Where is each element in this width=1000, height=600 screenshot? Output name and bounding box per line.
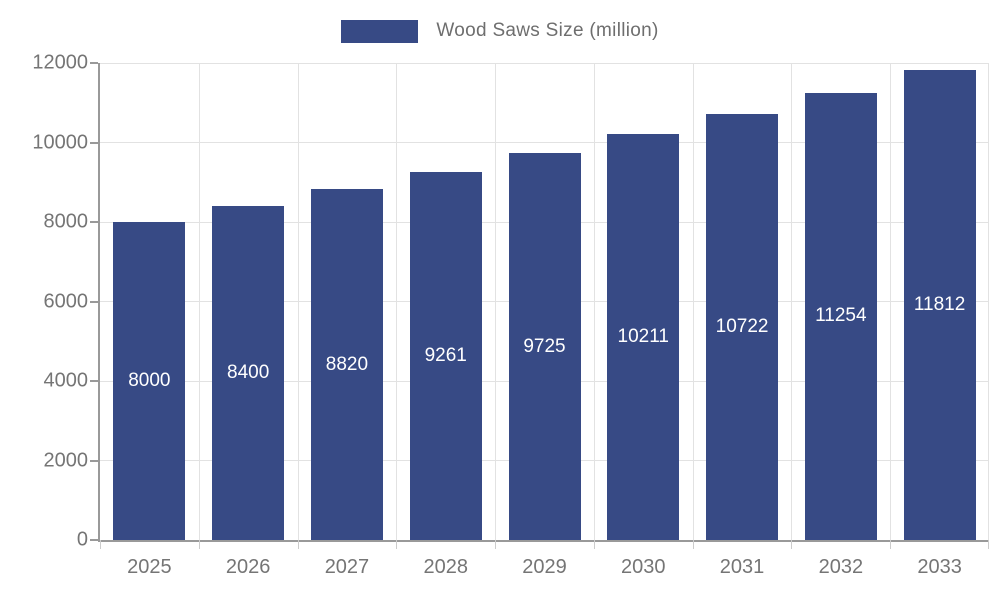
- y-tick-mark: [90, 539, 98, 541]
- v-gridline: [198, 63, 200, 540]
- x-tick-mark: [988, 540, 989, 549]
- bar: 10211: [607, 134, 680, 540]
- x-tick-mark: [100, 540, 101, 549]
- x-tick-mark: [890, 540, 892, 549]
- x-tick-label: 2025: [127, 556, 172, 578]
- bar-value-label: 8000: [128, 370, 171, 391]
- v-gridline: [593, 63, 595, 540]
- bar: 10722: [706, 113, 779, 540]
- x-tick-label: 2031: [719, 556, 765, 578]
- y-tick-label: 10000: [32, 131, 88, 153]
- x-tick-mark: [692, 540, 694, 549]
- bar: 8400: [212, 206, 285, 540]
- h-gridline: [100, 142, 989, 143]
- bar-value-label: 9725: [523, 335, 566, 357]
- v-gridline: [297, 63, 299, 540]
- bar: 11812: [903, 70, 976, 540]
- bar-value-label: 11812: [913, 294, 966, 316]
- y-tick-label: 4000: [43, 369, 89, 392]
- y-tick-mark: [90, 141, 98, 144]
- v-gridline: [692, 63, 694, 540]
- v-gridline: [791, 63, 793, 540]
- y-tick-label: 8000: [43, 210, 89, 233]
- bar-value-label: 8400: [227, 362, 270, 384]
- x-tick-label: 2032: [818, 556, 864, 578]
- y-tick-label: 2000: [43, 449, 89, 471]
- x-tick-label: 2026: [225, 556, 271, 578]
- y-tick-mark: [90, 62, 98, 64]
- y-tick-mark: [90, 300, 98, 303]
- bar-value-label: 8820: [325, 353, 369, 375]
- v-gridline: [890, 63, 892, 540]
- bar-value-label: 11254: [815, 305, 867, 327]
- v-gridline: [988, 63, 989, 540]
- legend-swatch: [341, 19, 419, 43]
- y-tick-label: 0: [76, 528, 88, 551]
- y-axis-line: [98, 63, 100, 542]
- x-tick-mark: [791, 540, 793, 549]
- bar: 9261: [409, 171, 482, 540]
- x-tick-label: 2028: [423, 556, 468, 578]
- y-tick-label: 6000: [43, 290, 89, 312]
- plot-area: 0 2000 4000 6000 8000 10000 12000 8000 2025 8400 2…: [32, 52, 989, 578]
- bar: 8000: [113, 222, 186, 540]
- y-tick-mark: [90, 380, 98, 382]
- legend-label: Wood Saws Size (million): [436, 20, 659, 41]
- bar: 8820: [310, 189, 383, 540]
- y-tick-mark: [90, 221, 98, 223]
- bar-value-label: 10211: [617, 326, 669, 348]
- x-tick-label: 2027: [324, 556, 370, 578]
- x-tick-label: 2029: [522, 556, 567, 578]
- x-tick-mark: [593, 540, 595, 549]
- x-tick-label: 2030: [621, 556, 666, 578]
- x-axis-line: [98, 540, 989, 542]
- x-tick-mark: [297, 540, 299, 549]
- y-tick-label: 12000: [32, 51, 88, 74]
- x-tick-label: 2033: [917, 556, 962, 578]
- bar: 9725: [508, 153, 581, 540]
- y-tick-mark: [90, 459, 98, 462]
- x-tick-mark: [396, 540, 398, 549]
- bar-value-label: 10722: [715, 315, 769, 337]
- h-gridline: [100, 62, 989, 64]
- x-tick-mark: [495, 540, 497, 549]
- legend[interactable]: Wood Saws Size (million): [0, 17, 1000, 45]
- x-tick-mark: [198, 540, 200, 549]
- v-gridline: [495, 63, 497, 540]
- v-gridline: [396, 63, 398, 540]
- bar-value-label: 9261: [424, 344, 467, 366]
- bar: 11254: [804, 92, 877, 540]
